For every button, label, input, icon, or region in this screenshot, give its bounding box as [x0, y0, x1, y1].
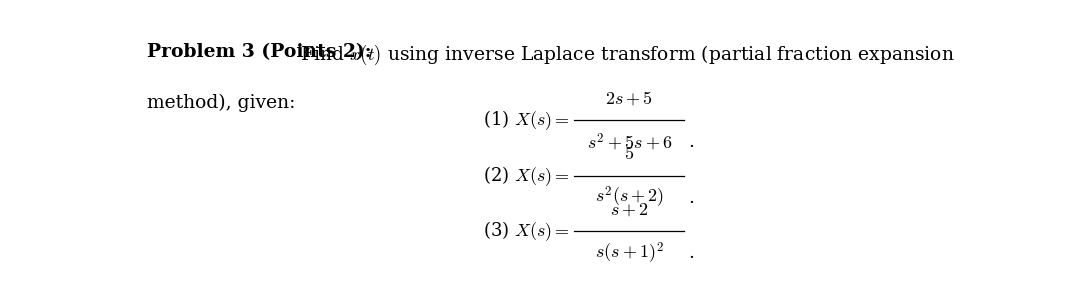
Text: .: . — [689, 189, 694, 207]
Text: (1) $X(s) =$: (1) $X(s) =$ — [483, 109, 570, 132]
Text: $s + 2$: $s + 2$ — [609, 200, 648, 218]
Text: method), given:: method), given: — [147, 94, 295, 112]
Text: .: . — [689, 244, 694, 262]
Text: Problem 3 (Points 2):: Problem 3 (Points 2): — [147, 43, 372, 61]
Text: (3) $X(s) =$: (3) $X(s) =$ — [483, 219, 570, 243]
Text: $s^2(s + 2)$: $s^2(s + 2)$ — [595, 185, 664, 210]
Text: $s^2 + 5s + 6$: $s^2 + 5s + 6$ — [586, 132, 672, 153]
Text: .: . — [689, 133, 694, 151]
Text: $2s + 5$: $2s + 5$ — [605, 89, 653, 107]
Text: (2) $X(s) =$: (2) $X(s) =$ — [483, 164, 570, 188]
Text: $5$: $5$ — [625, 145, 634, 163]
Text: $s(s + 1)^2$: $s(s + 1)^2$ — [595, 241, 664, 266]
Text: Find $x(t)$ using inverse Laplace transform (partial fraction expansion: Find $x(t)$ using inverse Laplace transf… — [300, 43, 955, 67]
